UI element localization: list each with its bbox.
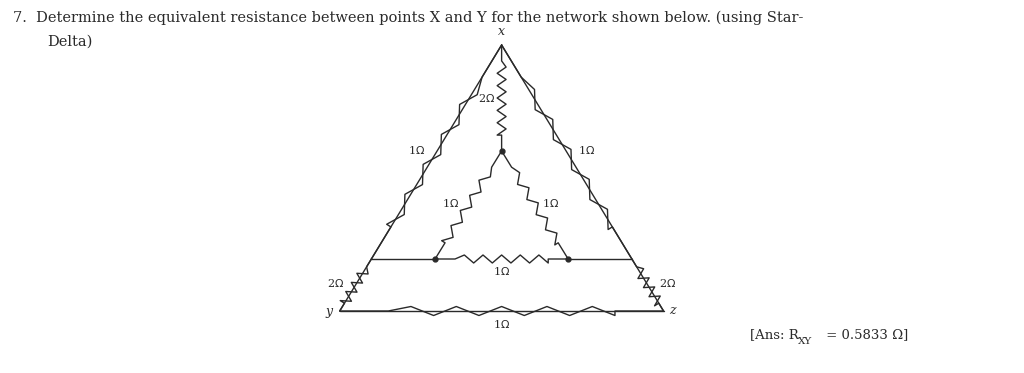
Text: 1$\Omega$: 1$\Omega$	[494, 265, 510, 277]
Text: x: x	[498, 25, 505, 38]
Text: 1$\Omega$: 1$\Omega$	[579, 144, 595, 156]
Text: 1$\Omega$: 1$\Omega$	[543, 197, 559, 209]
Text: Delta): Delta)	[48, 35, 93, 49]
Text: [Ans: R: [Ans: R	[750, 329, 799, 342]
Text: 2$\Omega$: 2$\Omega$	[327, 277, 344, 289]
Text: z: z	[670, 304, 676, 317]
Text: 7.  Determine the equivalent resistance between points X and Y for the network s: 7. Determine the equivalent resistance b…	[13, 11, 803, 25]
Text: 2$\Omega$: 2$\Omega$	[478, 92, 496, 104]
Text: XY: XY	[798, 338, 812, 347]
Text: 2$\Omega$: 2$\Omega$	[659, 277, 676, 289]
Text: y: y	[326, 304, 333, 317]
Text: 1$\Omega$: 1$\Omega$	[409, 144, 425, 156]
Text: 1$\Omega$: 1$\Omega$	[494, 318, 510, 330]
Text: 1$\Omega$: 1$\Omega$	[442, 197, 459, 209]
Text: = 0.5833 Ω]: = 0.5833 Ω]	[822, 329, 908, 342]
